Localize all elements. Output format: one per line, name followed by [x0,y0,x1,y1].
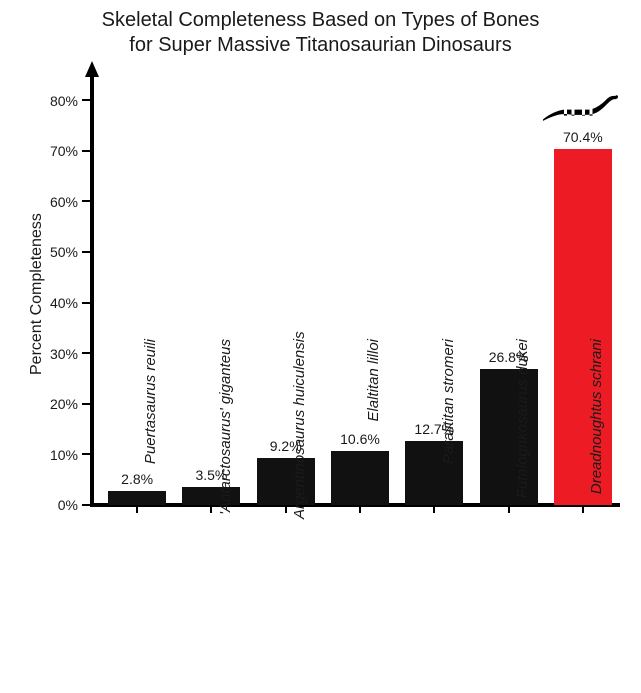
x-category-label: Paralititan stromeri [440,339,457,519]
y-axis [90,73,94,505]
x-category-label: Dreadnoughtus schrani [588,339,605,519]
y-tick-label: 80% [33,93,78,109]
x-tick [508,505,510,513]
chart-title-line1: Skeletal Completeness Based on Types of … [102,9,540,31]
x-category-label: 'Antarctosaurus' giganteus [217,339,234,519]
y-tick [82,150,90,152]
x-tick [285,505,287,513]
x-category-label: Puertasaurus reuili [142,339,159,519]
y-tick [82,403,90,405]
y-tick-label: 0% [33,497,78,513]
y-tick-label: 60% [33,194,78,210]
y-tick-label: 30% [33,346,78,362]
x-category-label: Elaltitan lilloi [365,339,382,519]
x-tick [433,505,435,513]
bar-value-label: 12.7% [394,421,474,437]
y-tick-label: 10% [33,447,78,463]
y-tick [82,99,90,101]
y-tick [82,302,90,304]
chart-title-line2: for Super Massive Titanosaurian Dinosaur… [129,34,511,56]
x-category-label: Futalognkosaurus dukei [514,339,531,519]
plot-area: 0%10%20%30%40%50%60%70%80%2.8%Puertasaur… [90,75,620,505]
y-tick [82,453,90,455]
x-category-label: Argentinosaurus huiculensis [291,339,308,519]
x-tick [359,505,361,513]
y-tick [82,200,90,202]
bar-value-label: 3.5% [171,467,251,483]
y-tick [82,251,90,253]
sauropod-icon [543,93,618,127]
x-tick [136,505,138,513]
chart-container: Skeletal Completeness Based on Types of … [0,0,641,693]
bar-value-label: 2.8% [97,471,177,487]
x-tick [210,505,212,513]
bar-value-label: 9.2% [246,438,326,454]
y-tick-label: 20% [33,396,78,412]
y-tick-label: 70% [33,143,78,159]
y-tick [82,352,90,354]
bar-value-label: 26.8% [469,349,549,365]
bar-value-label: 10.6% [320,431,400,447]
chart-title: Skeletal Completeness Based on Types of … [0,8,641,58]
y-tick [82,504,90,506]
y-tick-label: 40% [33,295,78,311]
x-tick [582,505,584,513]
y-tick-label: 50% [33,244,78,260]
bar-value-label: 70.4% [543,129,623,145]
